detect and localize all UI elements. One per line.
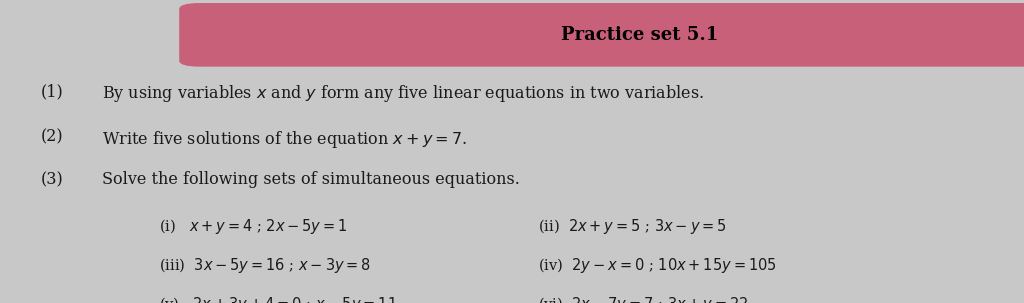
Text: (iii)  $3x-5y=16$ ; $x-3y=8$: (iii) $3x-5y=16$ ; $x-3y=8$ (159, 256, 371, 275)
Text: By using variables $x$ and $y$ form any five linear equations in two variables.: By using variables $x$ and $y$ form any … (102, 83, 705, 104)
Text: (ii)  $2x+y=5$ ; $3x-y=5$: (ii) $2x+y=5$ ; $3x-y=5$ (538, 217, 726, 236)
Text: (v)   $2x+3y+4=0$ ; $x-5y=11$: (v) $2x+3y+4=0$ ; $x-5y=11$ (159, 295, 396, 303)
Text: (2): (2) (41, 129, 63, 146)
Text: Write five solutions of the equation $x+y=7$.: Write five solutions of the equation $x+… (102, 129, 467, 150)
FancyBboxPatch shape (179, 3, 1024, 67)
Text: (iv)  $2y-x=0$ ; $10x+15y=105$: (iv) $2y-x=0$ ; $10x+15y=105$ (538, 256, 776, 275)
Text: (vi)  $2x-7y=7$ ; $3x+y=22$: (vi) $2x-7y=7$ ; $3x+y=22$ (538, 295, 749, 303)
Text: Solve the following sets of simultaneous equations.: Solve the following sets of simultaneous… (102, 171, 520, 188)
Text: (i)   $x+y=4$ ; $2x-5y=1$: (i) $x+y=4$ ; $2x-5y=1$ (159, 217, 347, 236)
Text: Practice set 5.1: Practice set 5.1 (561, 26, 719, 44)
Text: (3): (3) (41, 171, 63, 188)
Text: (1): (1) (41, 83, 63, 100)
